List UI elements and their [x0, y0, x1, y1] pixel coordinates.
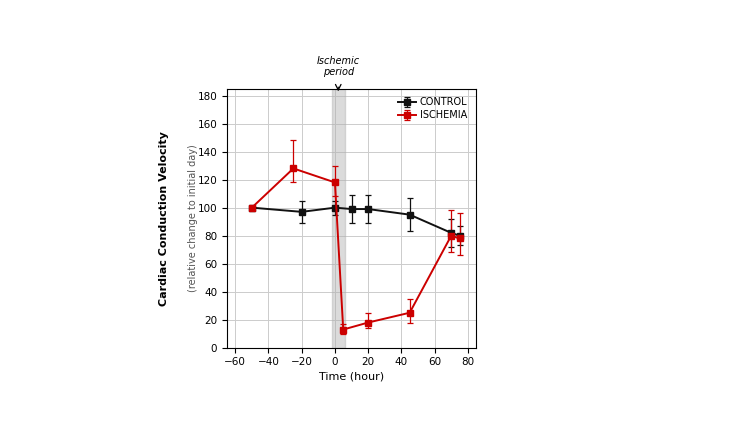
Text: Cardiac Conduction Velocity: Cardiac Conduction Velocity: [158, 131, 169, 305]
Text: (relative change to initial day): (relative change to initial day): [188, 144, 199, 292]
Text: Ischemic
period: Ischemic period: [317, 56, 360, 77]
X-axis label: Time (hour): Time (hour): [319, 372, 384, 381]
Bar: [332, 89, 345, 348]
Legend: CONTROL, ISCHEMIA: CONTROL, ISCHEMIA: [394, 93, 471, 124]
